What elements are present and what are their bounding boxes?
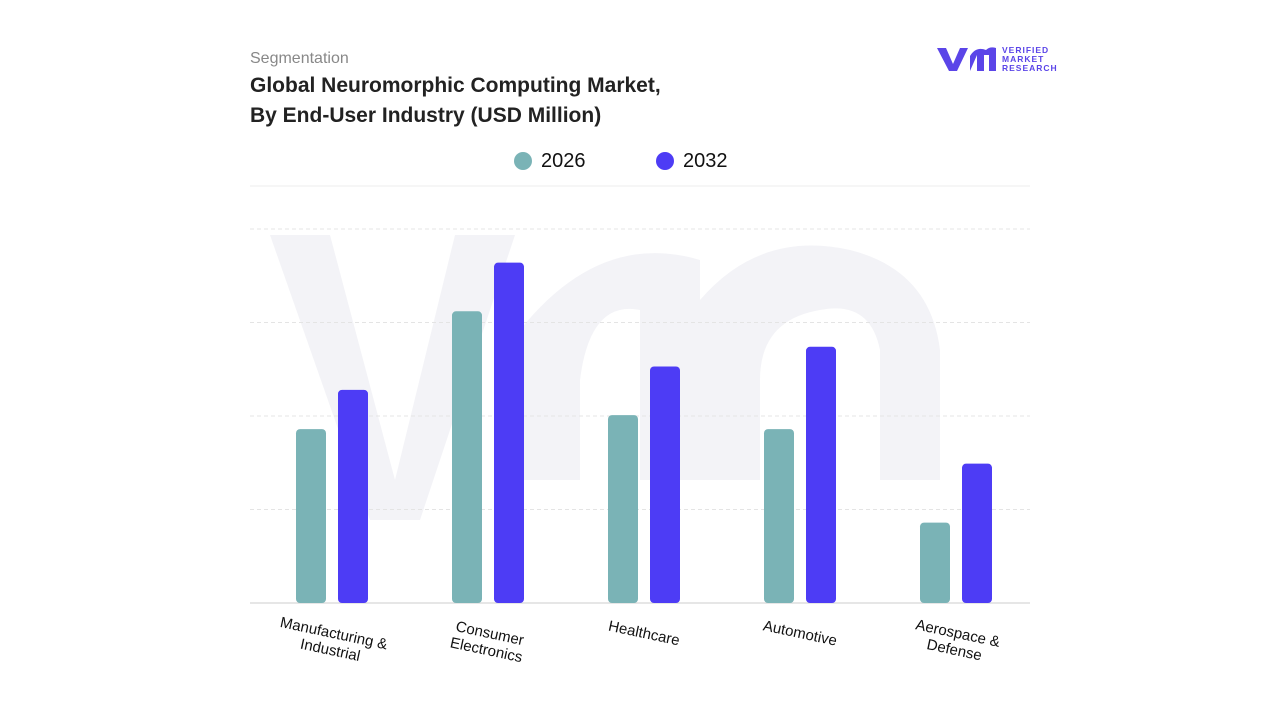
bar [962,463,992,603]
legend-label: 2026 [541,150,586,172]
bar [296,429,326,603]
bar [920,522,950,603]
legend-swatch [656,152,674,170]
bar [608,415,638,603]
bar [806,346,836,603]
chart-title: By End-User Industry (USD Million) [250,104,602,127]
watermark [270,235,940,520]
legend-label: 2032 [683,150,728,172]
bar [764,429,794,603]
brand-text: VERIFIED [1002,45,1050,55]
kicker: Segmentation [250,50,349,67]
bar [494,262,524,603]
chart-title: Global Neuromorphic Computing Market, [250,74,661,97]
bar [650,366,680,603]
brand-text: RESEARCH [1002,63,1058,73]
logo-mark [937,47,996,71]
brand-text: MARKET [1002,54,1045,64]
bar [452,311,482,603]
legend-swatch [514,152,532,170]
bar [338,389,368,603]
